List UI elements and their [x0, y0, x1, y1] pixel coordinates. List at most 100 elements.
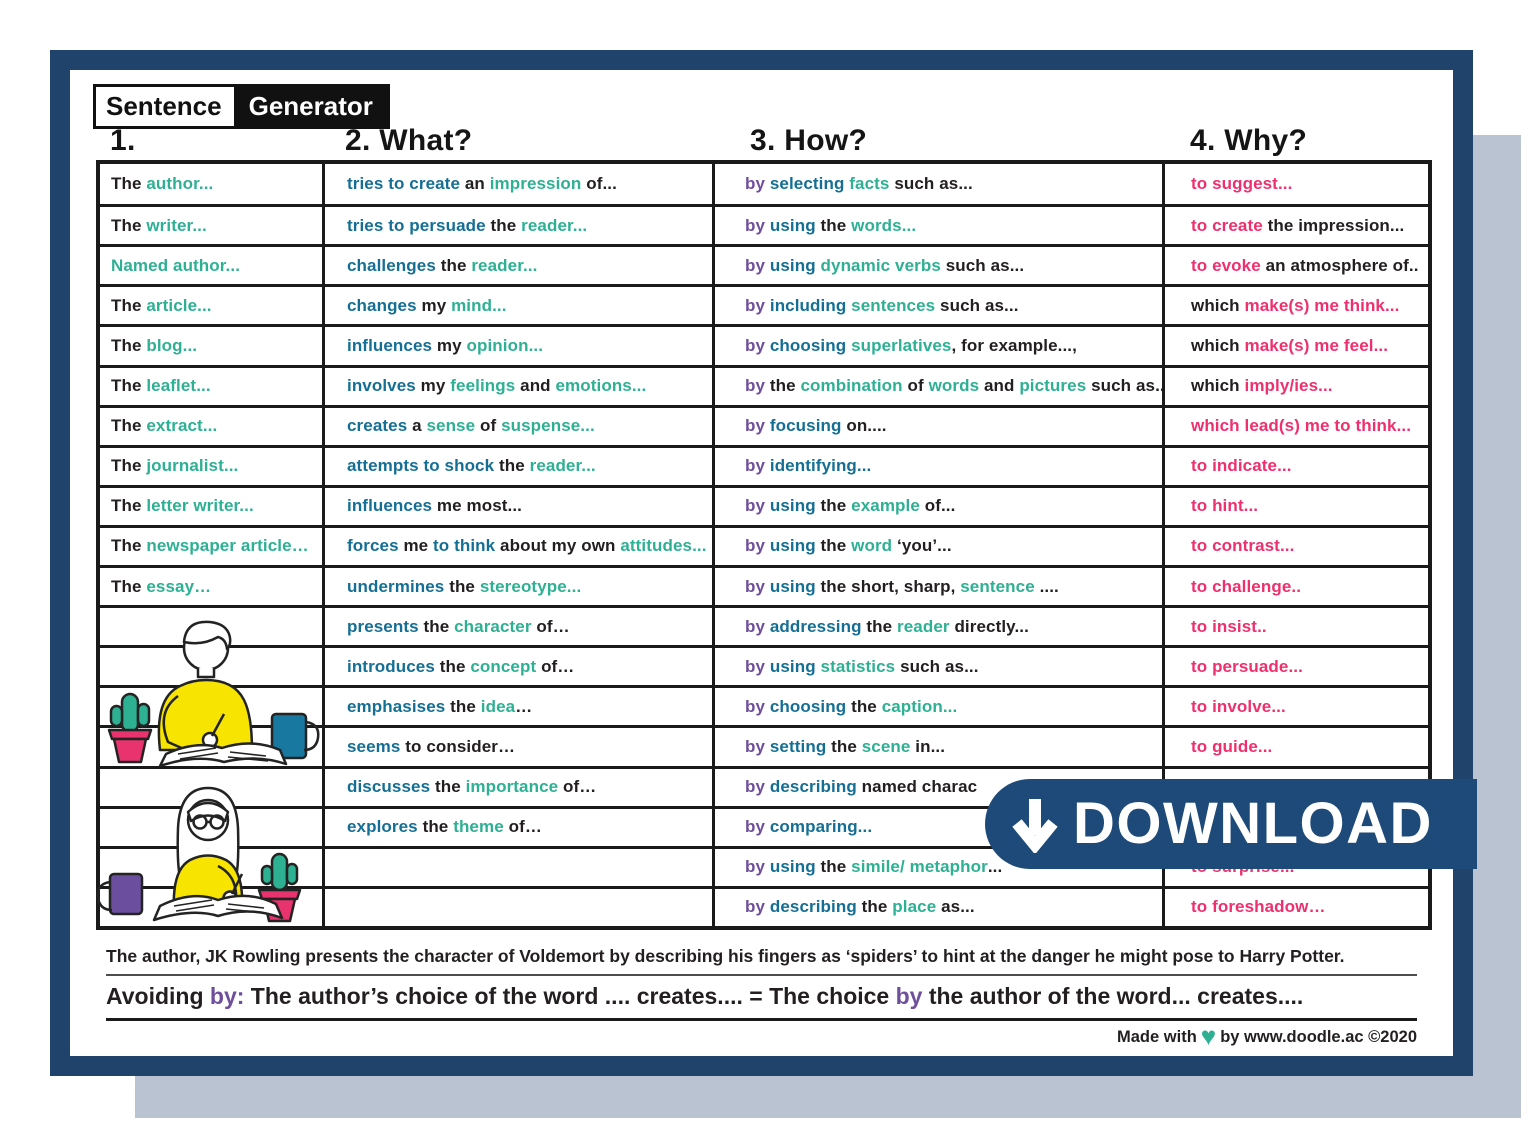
text-segment: addressing — [769, 616, 867, 636]
text-segment: by — [745, 215, 770, 235]
text-segment: dynamic verbs — [820, 255, 946, 275]
text-segment: the — [450, 696, 481, 716]
text-segment: by: — [209, 983, 245, 1009]
text-segment: seems — [347, 737, 406, 757]
text-segment: an — [464, 174, 490, 194]
text-segment: The — [111, 174, 147, 194]
text-segment: the — [434, 777, 466, 797]
text-segment: identifying... — [769, 456, 872, 476]
text-segment: to involve... — [1191, 696, 1286, 716]
divider-line-bottom — [106, 1018, 1417, 1021]
text-segment: selecting — [769, 174, 850, 194]
text-segment: to hint... — [1191, 496, 1259, 516]
download-button[interactable]: DOWNLOAD — [985, 779, 1477, 869]
text-segment: my — [421, 295, 452, 315]
table-row: The writer... tries to persuade the reade… — [100, 204, 1428, 245]
text-segment: The — [111, 215, 147, 235]
text-segment: to contrast... — [1191, 536, 1295, 556]
column-header-why: 4. Why? — [1190, 124, 1308, 157]
cell-why: to foreshadow… — [1162, 888, 1428, 926]
credit-text: by www.doodle.ac ©2020 — [1220, 1027, 1417, 1046]
cell-what: seems to consider… — [322, 728, 712, 766]
download-label: DOWNLOAD — [1073, 791, 1433, 856]
text-segment: of — [907, 376, 929, 396]
table-row: explores the theme of… by comparing... — [100, 805, 1428, 846]
text-segment: writer... — [146, 215, 207, 235]
table-row: introduces the concept of… by using stati… — [100, 645, 1428, 686]
text-segment: using — [769, 857, 821, 877]
text-segment: tries to create — [347, 174, 465, 194]
text-segment: importance — [465, 777, 564, 797]
text-segment: by — [745, 376, 770, 396]
cell-how: by focusing on.... — [712, 407, 1162, 445]
text-segment: attitudes... — [620, 536, 707, 556]
text-segment: superlatives — [851, 335, 952, 355]
text-segment: my — [436, 335, 467, 355]
text-segment: the — [866, 616, 898, 636]
text-segment: emphasises — [347, 696, 451, 716]
text-segment: scene — [861, 737, 916, 757]
cell-how: by including sentences such as... — [712, 287, 1162, 325]
text-segment: by — [745, 616, 770, 636]
table-row: The newspaper article… forces me to think… — [100, 524, 1428, 566]
text-segment: ‘you’... — [897, 536, 952, 556]
text-segment: ... — [987, 857, 1003, 877]
text-segment: The — [111, 376, 147, 396]
text-segment: statistics — [820, 656, 901, 676]
text-segment: by — [745, 295, 770, 315]
cell-subject: Named author... — [100, 247, 322, 284]
text-segment: impression — [489, 174, 587, 194]
text-segment: comparing... — [769, 817, 873, 837]
text-segment: such as... — [945, 255, 1025, 275]
text-segment: me — [403, 536, 434, 556]
woman-reading-icon — [96, 786, 302, 923]
column-header-1: 1. — [110, 124, 136, 157]
cell-how: by using the simile/ metaphor... — [712, 848, 1162, 886]
text-segment: the — [449, 576, 480, 596]
text-segment: to suggest... — [1191, 174, 1293, 194]
text-segment: by — [745, 335, 770, 355]
table-row: The article... changes my mind... by inclu… — [100, 284, 1428, 325]
text-segment: by — [745, 456, 770, 476]
text-segment: combination — [800, 376, 908, 396]
example-sentence: The author, JK Rowling presents the char… — [106, 946, 1345, 966]
text-segment: introduces — [347, 656, 440, 676]
text-segment: the — [422, 817, 454, 837]
text-segment: to create — [1191, 215, 1268, 235]
text-segment: reader... — [529, 456, 596, 476]
text-segment: The — [111, 576, 147, 596]
text-segment: .... — [1039, 576, 1059, 596]
cell-how: by using the word ‘you’... — [712, 527, 1162, 566]
text-segment: character — [454, 616, 537, 636]
text-segment: my — [420, 376, 451, 396]
text-segment: to foreshadow… — [1191, 897, 1326, 917]
text-segment: choosing — [769, 335, 852, 355]
text-segment: opinion... — [466, 335, 544, 355]
cell-how: by using dynamic verbs such as... — [712, 247, 1162, 285]
text-segment: describing — [769, 897, 862, 917]
cell-what: tries to persuade the reader... — [322, 207, 712, 245]
cell-how: by addressing the reader directly... — [712, 608, 1162, 646]
woman-reading-illustration — [96, 768, 322, 926]
text-segment: which lead(s) me to think... — [1191, 416, 1412, 436]
text-segment: the impression... — [1267, 215, 1405, 235]
text-segment: in... — [915, 737, 946, 757]
text-segment: pictures — [1019, 376, 1092, 396]
cell-how: by setting the scene in... — [712, 728, 1162, 766]
cell-what: undermines the stereotype... — [322, 568, 712, 606]
table-row: Named author... challenges the reader... b… — [100, 244, 1428, 285]
cell-why: to create the impression... — [1162, 207, 1428, 245]
cell-what: emphasises the idea… — [322, 688, 712, 726]
cell-what: influences me most... — [322, 487, 712, 525]
text-segment: imply/ies... — [1244, 376, 1333, 396]
cell-what: explores the theme of… — [322, 808, 712, 846]
table-row: The blog... influences my opinion... by ch… — [100, 324, 1428, 365]
text-segment: the short, sharp, — [820, 576, 961, 596]
text-segment: place — [892, 897, 942, 917]
cell-subject: The journalist... — [100, 448, 322, 485]
text-segment: me most... — [436, 496, 522, 516]
cell-why: which make(s) me think... — [1162, 287, 1428, 325]
cell-why: which lead(s) me to think... — [1162, 407, 1428, 445]
worksheet-page: Sentence Generator 1. 2. What? 3. How? 4… — [70, 70, 1453, 1056]
